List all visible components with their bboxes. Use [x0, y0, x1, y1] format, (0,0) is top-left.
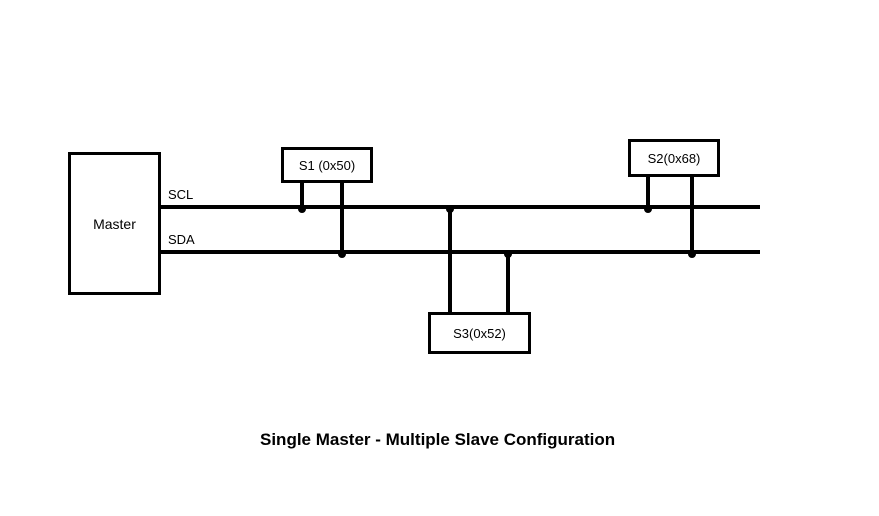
s3-stub-2 — [506, 252, 510, 312]
s3-stub-1 — [448, 207, 452, 312]
slave-s1-node: S1 (0x50) — [281, 147, 373, 183]
s2-junction-2 — [688, 250, 696, 258]
slave-s3-node: S3(0x52) — [428, 312, 531, 354]
s2-junction-1 — [644, 205, 652, 213]
s1-junction-1 — [298, 205, 306, 213]
sda-bus-line — [161, 250, 760, 254]
s2-stub-1 — [646, 177, 650, 207]
s3-junction-2 — [504, 250, 512, 258]
diagram-title: Single Master - Multiple Slave Configura… — [260, 430, 615, 450]
s3-junction-1 — [446, 205, 454, 213]
s2-stub-2 — [690, 177, 694, 252]
master-node: Master — [68, 152, 161, 295]
sda-label: SDA — [168, 232, 195, 247]
s1-stub-1 — [300, 183, 304, 207]
scl-bus-line — [161, 205, 760, 209]
slave-s2-node: S2(0x68) — [628, 139, 720, 177]
scl-label: SCL — [168, 187, 193, 202]
s1-stub-2 — [340, 183, 344, 252]
s1-junction-2 — [338, 250, 346, 258]
